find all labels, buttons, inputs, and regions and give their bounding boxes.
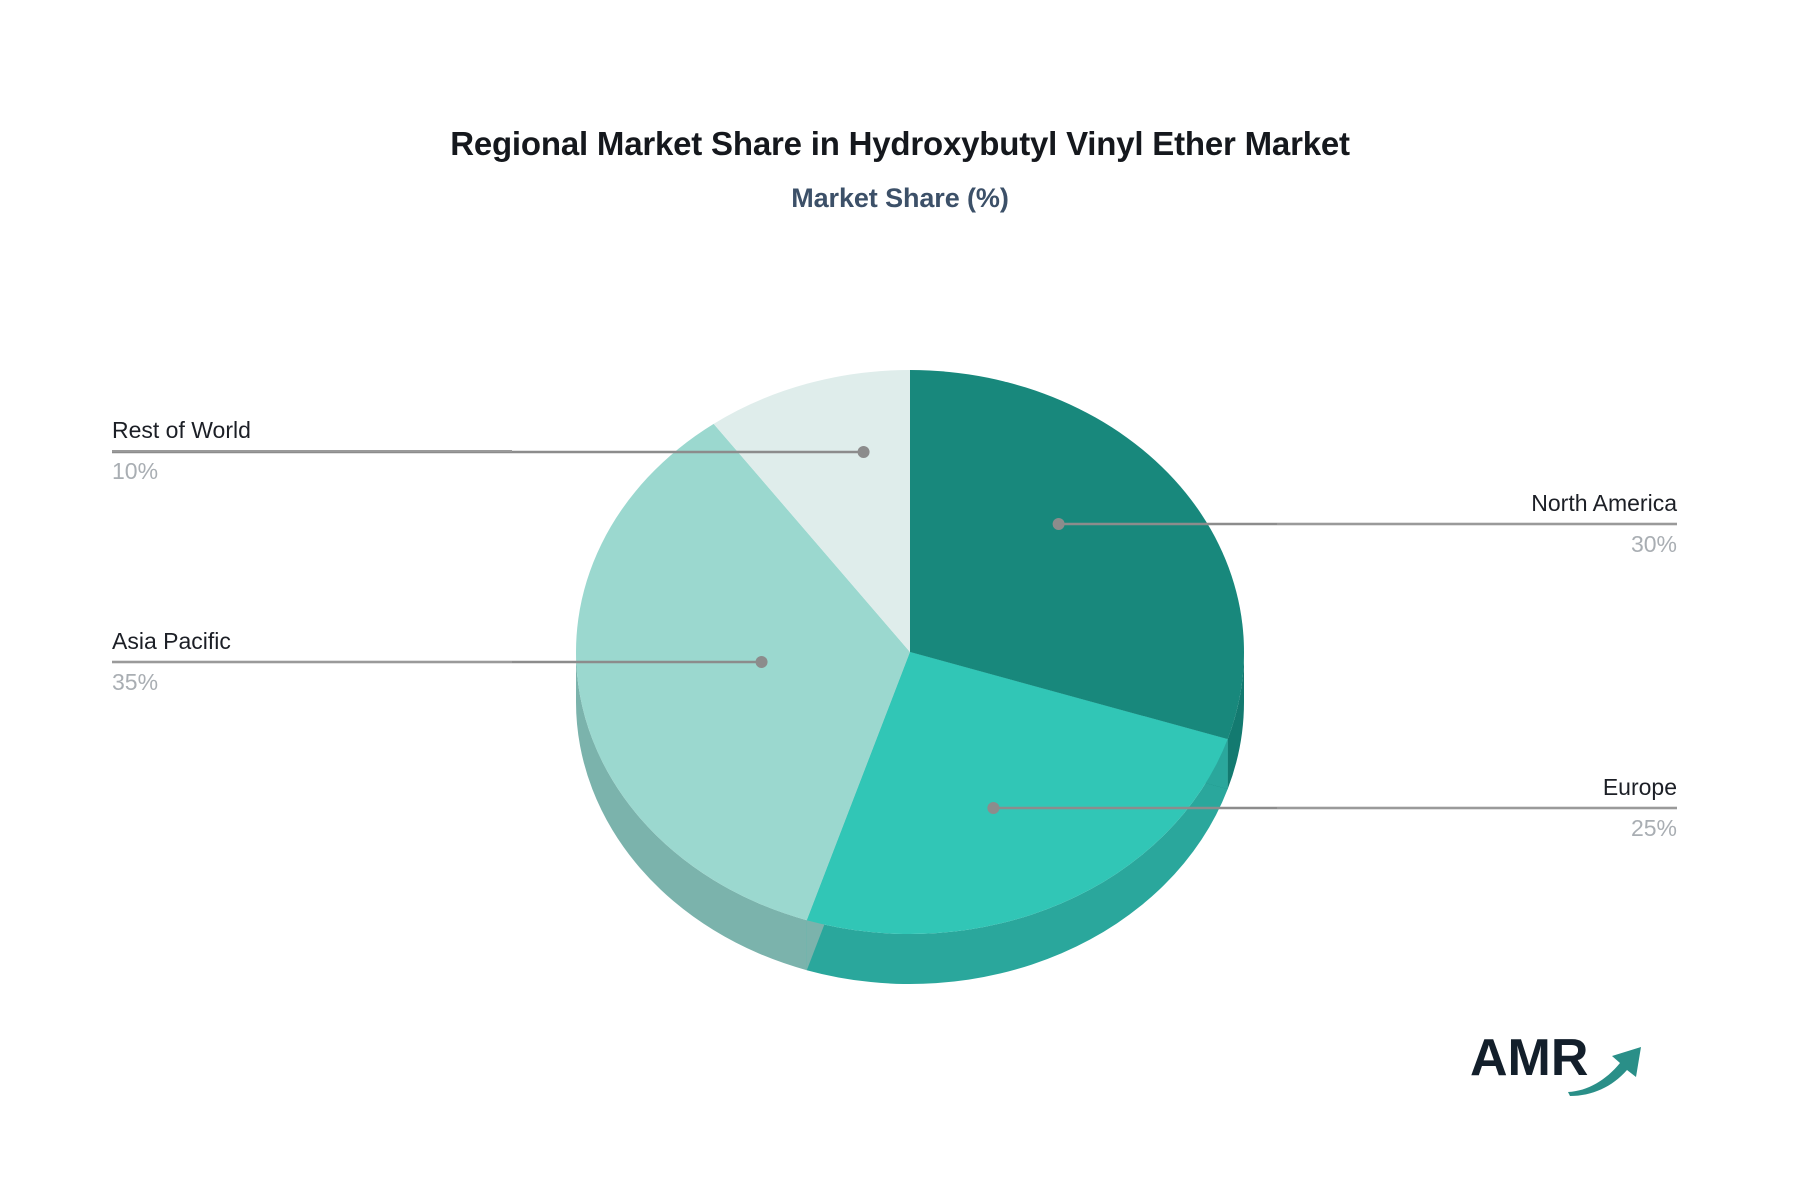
pie-slice-rest-of-world[interactable]	[713, 370, 910, 652]
pie-slice-europe[interactable]	[806, 652, 1228, 934]
callout-rule	[112, 661, 512, 663]
callout-rule	[1277, 807, 1677, 809]
callout-value: 25%	[1630, 815, 1677, 841]
amr-logo-text: AMR	[1470, 1029, 1589, 1087]
pie-side-europe	[806, 739, 1228, 984]
callout-label: Europe	[1602, 774, 1677, 800]
callout-label: Rest of World	[112, 417, 251, 443]
amr-logo: AMR	[1470, 1025, 1650, 1097]
leader-dot-rest-of-world	[857, 446, 870, 458]
pie-slice-asia-pacific[interactable]	[575, 423, 910, 921]
callout-rest-of-world[interactable]: Rest of World 10%	[112, 415, 512, 486]
pie-side-asia-pacific	[576, 652, 807, 971]
leader-dot-north-america	[1052, 518, 1065, 530]
callout-label: Asia Pacific	[112, 628, 231, 654]
callout-value: 10%	[112, 458, 159, 484]
callout-north-america[interactable]: North America 30%	[1277, 488, 1677, 559]
amr-arrow-icon	[1568, 1047, 1641, 1096]
callout-europe[interactable]: Europe 25%	[1277, 772, 1677, 843]
pie-side-north-america	[1227, 652, 1244, 790]
pie-top-faces	[575, 370, 1244, 934]
chart-subtitle: Market Share (%)	[791, 183, 1009, 213]
page-title: Regional Market Share in Hydroxybutyl Vi…	[450, 125, 1350, 162]
callout-label: North America	[1531, 490, 1677, 516]
callout-rule	[112, 450, 512, 452]
leader-dot-europe	[987, 802, 1000, 814]
callout-asia-pacific[interactable]: Asia Pacific 35%	[112, 626, 512, 697]
callout-value: 30%	[1630, 531, 1677, 557]
leader-dot-asia-pacific	[755, 656, 768, 668]
pie-slice-north-america[interactable]	[910, 370, 1244, 740]
callout-value: 35%	[112, 669, 159, 695]
callout-rule	[1277, 523, 1677, 525]
